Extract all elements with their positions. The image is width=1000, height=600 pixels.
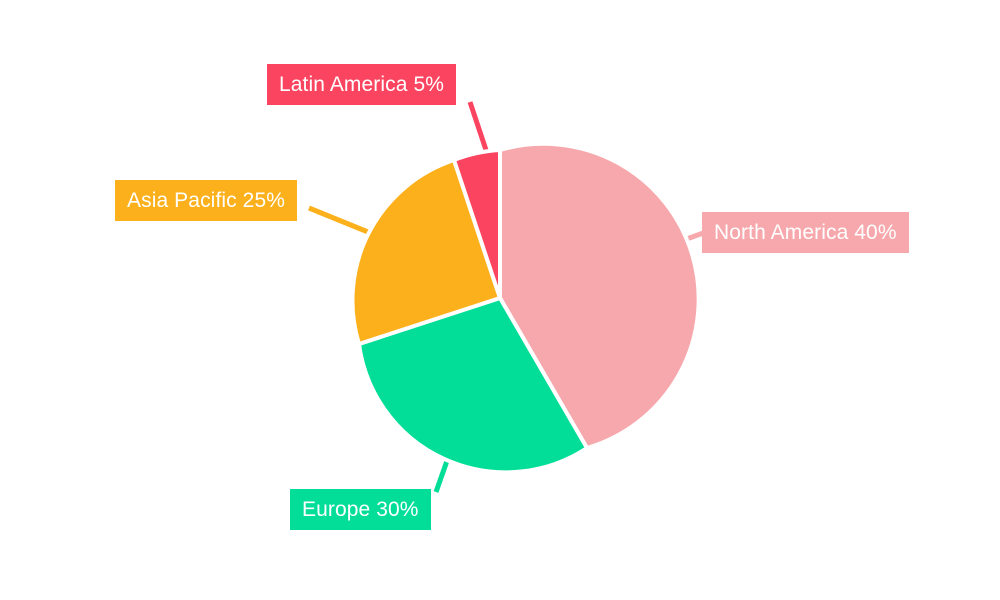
pie-label-latin-america[interactable]: Latin America 5%	[267, 64, 457, 105]
leader-line-latin-america	[467, 101, 490, 154]
pie-label-north-america[interactable]: North America 40%	[702, 212, 909, 253]
pie-slice-asia-pacific[interactable]	[350, 158, 502, 346]
leader-line-asia-pacific	[308, 205, 369, 235]
pie-slice-north-america[interactable]	[498, 141, 701, 450]
pie-label-asia-pacific[interactable]: Asia Pacific 25%	[115, 180, 298, 221]
pie-label-europe[interactable]: Europe 30%	[290, 489, 431, 530]
pie-slice-latin-america[interactable]	[452, 148, 502, 300]
pie-slice-europe[interactable]	[357, 296, 589, 475]
